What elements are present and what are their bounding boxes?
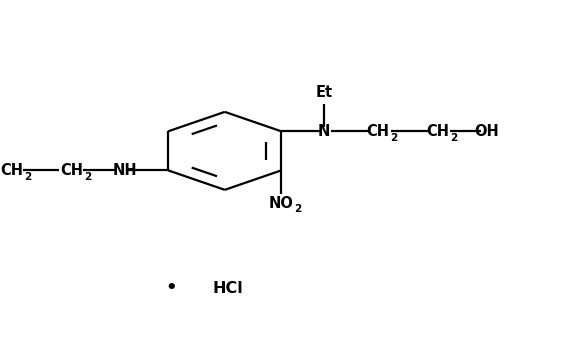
- Text: •: •: [165, 279, 176, 297]
- Text: 2: 2: [84, 172, 91, 182]
- Text: NH: NH: [113, 163, 138, 178]
- Text: 2: 2: [390, 133, 398, 143]
- Text: 2: 2: [24, 172, 31, 182]
- Text: HCl: HCl: [212, 281, 243, 296]
- Text: 2: 2: [450, 133, 457, 143]
- Text: CH: CH: [366, 124, 390, 139]
- Text: NO: NO: [269, 196, 294, 211]
- Text: CH: CH: [0, 163, 23, 178]
- Text: OH: OH: [474, 124, 498, 139]
- Text: 2: 2: [294, 204, 301, 214]
- Text: Et: Et: [316, 85, 333, 100]
- Text: N: N: [318, 124, 330, 139]
- Text: CH: CH: [60, 163, 83, 178]
- Text: CH: CH: [426, 124, 450, 139]
